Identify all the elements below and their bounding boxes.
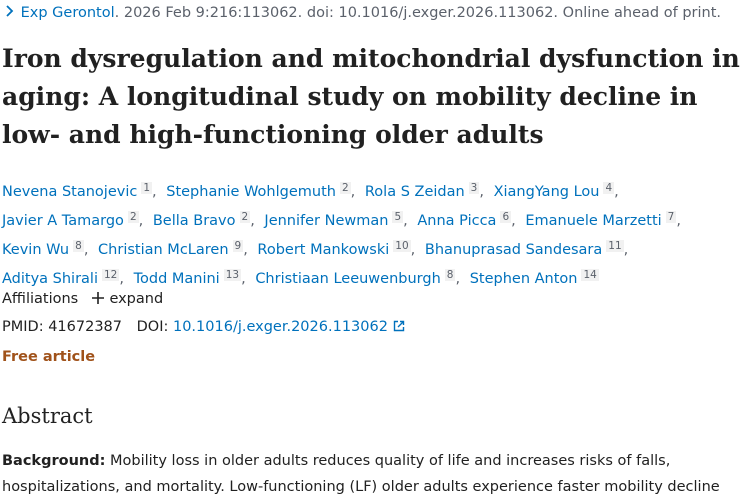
author-entry: Todd Manini 13, bbox=[133, 269, 251, 287]
author-entry: Javier A Tamargo 2, bbox=[2, 211, 148, 229]
separator: , bbox=[83, 242, 89, 258]
affiliation-number[interactable]: 8 bbox=[73, 240, 84, 252]
affiliation-number[interactable]: 2 bbox=[339, 182, 351, 194]
author-name[interactable]: Aditya Shirali bbox=[2, 271, 98, 287]
author-name[interactable]: Christian McLaren bbox=[98, 242, 229, 258]
affiliations-row: Affiliations expand bbox=[2, 291, 163, 307]
author-entry: Bhanuprasad Sandesara 11, bbox=[424, 240, 633, 258]
affiliation-number[interactable]: 3 bbox=[468, 182, 480, 194]
affiliation-number[interactable]: 8 bbox=[444, 269, 456, 281]
author-entry: Aditya Shirali 12, bbox=[2, 269, 129, 287]
author-name[interactable]: Christiaan Leeuwenburgh bbox=[255, 271, 441, 287]
author-entry: Stephen Anton 14 bbox=[469, 269, 599, 287]
affiliation-number[interactable]: 1 bbox=[141, 182, 153, 194]
affiliation-number[interactable]: 12 bbox=[102, 269, 120, 281]
separator: , bbox=[152, 184, 157, 200]
author-name[interactable]: Javier A Tamargo bbox=[2, 213, 124, 229]
doi-label: DOI: bbox=[136, 319, 169, 335]
author-name[interactable]: Emanuele Marzetti bbox=[525, 213, 662, 229]
author-entry: Bella Bravo 2, bbox=[152, 211, 260, 229]
affiliation-number[interactable]: 9 bbox=[232, 240, 244, 252]
affiliation-number[interactable]: 14 bbox=[581, 269, 599, 281]
abstract-label: Background: bbox=[2, 453, 106, 469]
author-name[interactable]: Nevena Stanojevic bbox=[2, 184, 138, 200]
author-name[interactable]: Jennifer Newman bbox=[264, 213, 389, 229]
author-entry: Anna Picca 6, bbox=[417, 211, 520, 229]
journal-link[interactable]: Exp Gerontol bbox=[20, 5, 115, 21]
separator: , bbox=[119, 271, 124, 287]
identifiers-row: PMID: 41672387 DOI: 10.1016/j.exger.2026… bbox=[2, 319, 405, 335]
article-title: Iron dysregulation and mitochondrial dys… bbox=[2, 44, 740, 149]
author-name[interactable]: Anna Picca bbox=[417, 213, 497, 229]
affiliation-number[interactable]: 10 bbox=[393, 240, 411, 252]
separator: , bbox=[614, 184, 619, 200]
author-entry: Rola S Zeidan 3, bbox=[364, 182, 489, 200]
author-entry: Kevin Wu 8, bbox=[2, 240, 93, 258]
author-name[interactable]: XiangYang Lou bbox=[493, 184, 600, 200]
abstract-paragraph: Background: Mobility loss in older adult… bbox=[2, 448, 742, 500]
separator: , bbox=[138, 213, 144, 229]
author-name[interactable]: Stephanie Wohlgemuth bbox=[166, 184, 336, 200]
author-entry: XiangYang Lou 4, bbox=[493, 182, 624, 200]
author-entry: Emanuele Marzetti 7, bbox=[525, 211, 686, 229]
separator: , bbox=[455, 271, 461, 287]
separator: , bbox=[511, 213, 516, 229]
chevron-icon[interactable] bbox=[4, 4, 16, 18]
author-name[interactable]: Todd Manini bbox=[133, 271, 220, 287]
expand-toggle[interactable]: expand bbox=[109, 291, 164, 307]
author-name[interactable]: Bella Bravo bbox=[152, 213, 236, 229]
separator: , bbox=[479, 184, 484, 200]
doi-link[interactable]: 10.1016/j.exger.2026.113062 bbox=[172, 319, 388, 335]
affiliations-label: Affiliations bbox=[2, 291, 79, 307]
author-name[interactable]: Robert Mankowski bbox=[257, 242, 390, 258]
author-name[interactable]: Bhanuprasad Sandesara bbox=[424, 242, 603, 258]
abstract-heading: Abstract bbox=[2, 404, 93, 428]
affiliation-number[interactable]: 4 bbox=[603, 182, 615, 194]
external-link-icon[interactable] bbox=[393, 320, 405, 332]
author-name[interactable]: Stephen Anton bbox=[469, 271, 578, 287]
citation: Exp Gerontol. 2026 Feb 9:216:113062. doi… bbox=[4, 4, 721, 21]
separator: , bbox=[410, 242, 416, 258]
author-entry: Robert Mankowski 10, bbox=[257, 240, 420, 258]
pmid-label: PMID: bbox=[2, 319, 44, 335]
plus-icon[interactable] bbox=[91, 291, 105, 305]
affiliation-number[interactable]: 2 bbox=[127, 211, 139, 223]
separator: , bbox=[403, 213, 408, 229]
author-entry: Christian McLaren 9, bbox=[98, 240, 253, 258]
author-entry: Christiaan Leeuwenburgh 8, bbox=[255, 269, 465, 287]
separator: , bbox=[243, 242, 248, 258]
separator: , bbox=[623, 242, 629, 258]
affiliation-number[interactable]: 5 bbox=[392, 211, 404, 223]
abstract-text: Mobility loss in older adults reduces qu… bbox=[2, 453, 720, 495]
affiliation-number[interactable]: 2 bbox=[239, 211, 251, 223]
citation-details: . 2026 Feb 9:216:113062. doi: 10.1016/j.… bbox=[114, 5, 721, 21]
affiliation-number[interactable]: 7 bbox=[665, 211, 677, 223]
pmid: 41672387 bbox=[48, 319, 123, 335]
author-entry: Jennifer Newman 5, bbox=[264, 211, 412, 229]
free-article[interactable]: Free article bbox=[2, 349, 96, 365]
affiliation-number[interactable]: 11 bbox=[606, 240, 624, 252]
affiliation-number[interactable]: 6 bbox=[500, 211, 512, 223]
author-entry: Nevena Stanojevic 1, bbox=[2, 182, 162, 200]
separator: , bbox=[250, 213, 255, 229]
separator: , bbox=[350, 184, 356, 200]
separator: , bbox=[676, 213, 681, 229]
affiliation-number[interactable]: 13 bbox=[223, 269, 242, 281]
author-name[interactable]: Kevin Wu bbox=[2, 242, 70, 258]
author-entry: Stephanie Wohlgemuth 2, bbox=[166, 182, 360, 200]
author-list: Nevena Stanojevic 1, Stephanie Wohlgemuth… bbox=[2, 176, 692, 292]
author-name[interactable]: Rola S Zeidan bbox=[364, 184, 465, 200]
separator: , bbox=[241, 271, 246, 287]
